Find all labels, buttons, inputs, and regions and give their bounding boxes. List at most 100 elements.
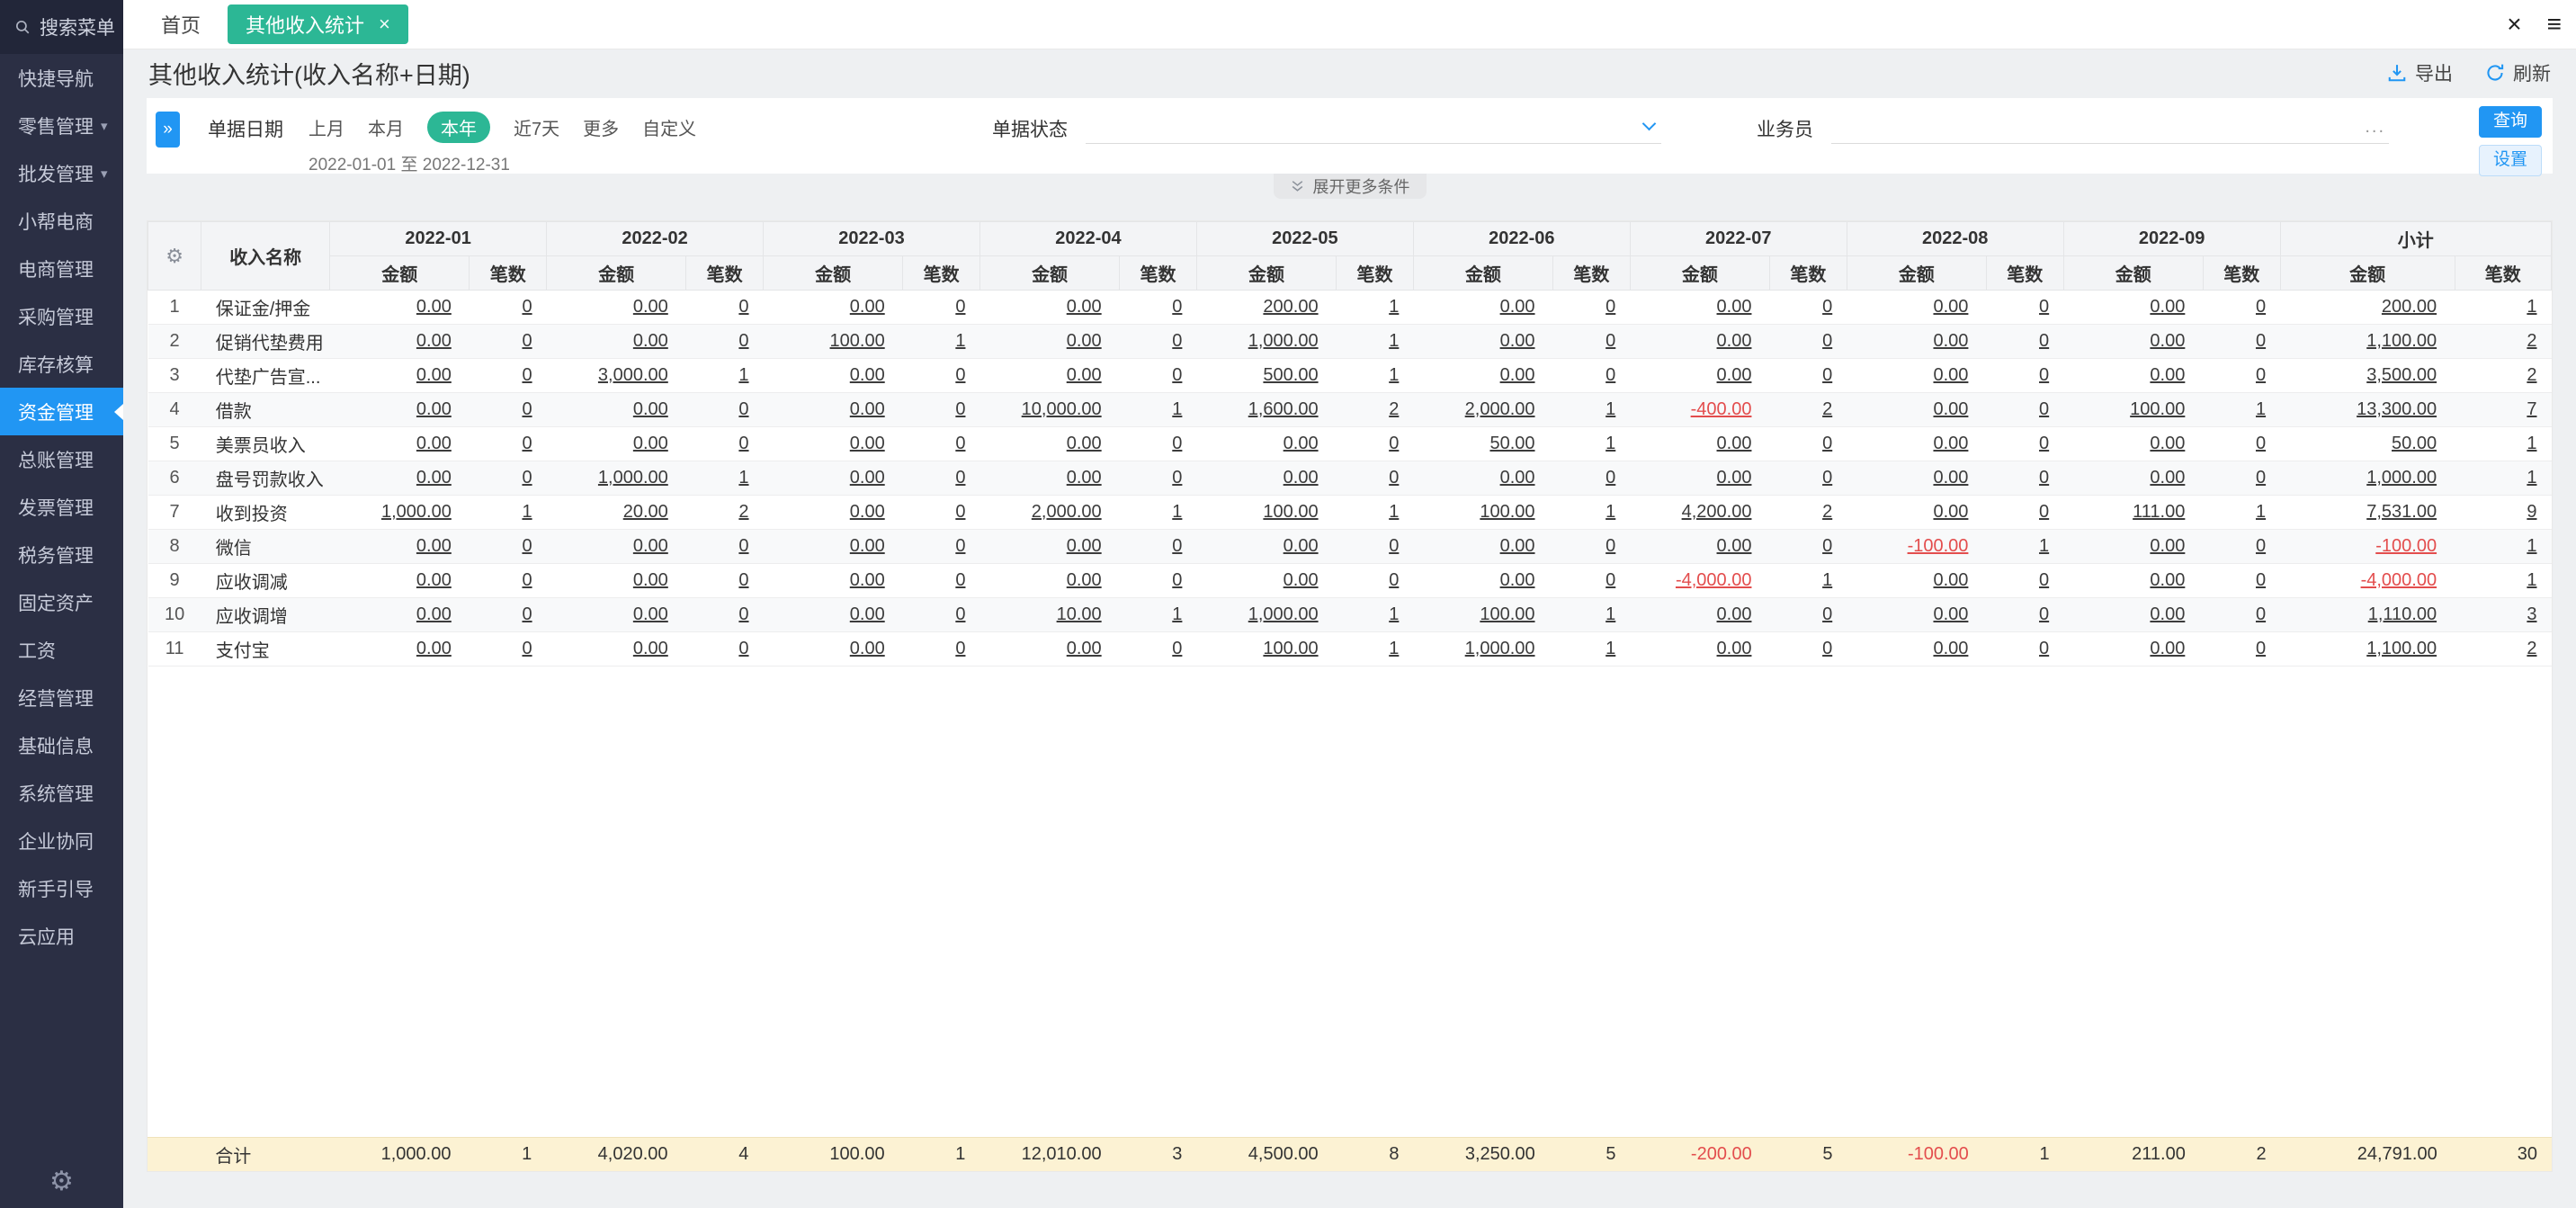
refresh-button[interactable]: 刷新 [2485,59,2551,86]
count-link[interactable]: 1 [2527,434,2537,453]
amount-link[interactable]: 0.00 [2150,604,2186,624]
count-link[interactable]: 0 [2039,434,2050,453]
amount-link[interactable]: 0.00 [849,399,885,419]
amount-link[interactable]: 0.00 [1933,604,1969,624]
count-link[interactable]: 0 [1606,297,1616,317]
count-link[interactable]: 0 [2255,604,2267,624]
count-link[interactable]: 1 [2527,570,2537,590]
amount-link[interactable]: -400.00 [1690,399,1752,419]
count-link[interactable]: 0 [2255,570,2267,590]
amount-link[interactable]: 0.00 [1933,502,1969,522]
amount-link[interactable]: 0.00 [849,502,885,522]
amount-link[interactable]: -4,000.00 [2360,570,2437,590]
amount-link[interactable]: 4,200.00 [1681,502,1752,522]
count-link[interactable]: 0 [522,536,532,556]
amount-link[interactable]: 7,531.00 [2366,502,2437,522]
amount-link[interactable]: 0.00 [1283,434,1319,453]
count-link[interactable]: 3 [2527,604,2537,624]
amount-link[interactable]: 1,000.00 [380,502,452,522]
amount-link[interactable]: 0.00 [1933,399,1969,419]
count-link[interactable]: 0 [2039,502,2050,522]
count-link[interactable]: 0 [522,570,532,590]
amount-link[interactable]: 1,000.00 [597,468,668,488]
count-link[interactable]: 0 [522,468,532,488]
amount-link[interactable]: 0.00 [1066,536,1102,556]
amount-link[interactable]: 0.00 [849,297,885,317]
amount-link[interactable]: 0.00 [849,639,885,658]
count-link[interactable]: 0 [1822,297,1833,317]
amount-link[interactable]: 0.00 [1716,468,1752,488]
count-link[interactable]: 0 [1822,434,1833,453]
amount-link[interactable]: 1,110.00 [2367,604,2437,624]
amount-link[interactable]: 0.00 [632,639,668,658]
count-link[interactable]: 0 [955,536,966,556]
count-link[interactable]: 1 [1389,604,1400,624]
amount-link[interactable]: 0.00 [1933,365,1969,385]
settings-gear-icon[interactable]: ⚙ [49,1167,74,1196]
amount-link[interactable]: 0.00 [1933,331,1969,351]
count-link[interactable]: 2 [738,502,749,522]
count-link[interactable]: 1 [522,502,532,522]
amount-link[interactable]: 0.00 [849,434,885,453]
amount-link[interactable]: 2,000.00 [1464,399,1535,419]
date-option-1[interactable]: 本月 [368,120,404,139]
amount-link[interactable]: 0.00 [2150,434,2186,453]
sidebar-item-13[interactable]: 经营管理 [18,688,94,710]
amount-link[interactable]: 1,000.00 [2366,468,2437,488]
count-link[interactable]: 0 [1822,536,1833,556]
count-link[interactable]: 0 [2255,434,2267,453]
count-link[interactable]: 0 [955,570,966,590]
amount-link[interactable]: 0.00 [1933,570,1969,590]
amount-link[interactable]: 0.00 [632,297,668,317]
count-link[interactable]: 1 [1389,331,1400,351]
amount-link[interactable]: 50.00 [2392,434,2437,453]
sidebar-item-11[interactable]: 固定资产 [18,593,94,614]
amount-link[interactable]: 0.00 [1716,639,1752,658]
sidebar-item-15[interactable]: 系统管理 [18,783,94,805]
count-link[interactable]: 1 [2255,502,2267,522]
count-link[interactable]: 0 [955,434,966,453]
count-link[interactable]: 0 [955,297,966,317]
amount-link[interactable]: 0.00 [849,468,885,488]
sidebar-item-0[interactable]: 快捷导航 [18,68,94,90]
close-all-tabs-icon[interactable]: × [2507,10,2522,38]
sidebar-item-7[interactable]: 资金管理 [0,388,123,435]
count-link[interactable]: 1 [1389,639,1400,658]
count-link[interactable]: 1 [1606,639,1616,658]
sidebar-item-1[interactable]: 零售管理 ▾ [18,116,108,138]
count-link[interactable]: 1 [2527,536,2537,556]
amount-link[interactable]: 0.00 [849,570,885,590]
salesman-input[interactable]: ... [1831,112,2389,144]
amount-link[interactable]: 0.00 [1283,570,1319,590]
amount-link[interactable]: 0.00 [1716,604,1752,624]
query-button[interactable]: 查询 [2478,106,2542,138]
count-link[interactable]: 0 [2039,297,2050,317]
amount-link[interactable]: 0.00 [1283,468,1319,488]
count-link[interactable]: 0 [522,331,532,351]
count-link[interactable]: 1 [1389,502,1400,522]
count-link[interactable]: 1 [1822,570,1833,590]
count-link[interactable]: 0 [2255,468,2267,488]
count-link[interactable]: 2 [1822,502,1833,522]
count-link[interactable]: 0 [522,604,532,624]
amount-link[interactable]: 2,000.00 [1031,502,1102,522]
amount-link[interactable]: 0.00 [1066,331,1102,351]
count-link[interactable]: 0 [738,297,749,317]
count-link[interactable]: 1 [1606,502,1616,522]
tab-list-menu-icon[interactable]: ≡ [2546,10,2562,38]
count-link[interactable]: 2 [2527,365,2537,385]
count-link[interactable]: 0 [955,468,966,488]
amount-link[interactable]: 0.00 [416,434,452,453]
amount-link[interactable]: -4,000.00 [1675,570,1752,590]
sidebar-item-9[interactable]: 发票管理 [18,497,94,519]
amount-link[interactable]: 100.00 [829,331,885,351]
count-link[interactable]: 0 [2039,570,2050,590]
count-link[interactable]: 9 [2527,502,2537,522]
settings-button[interactable]: 设置 [2478,144,2542,176]
amount-link[interactable]: 0.00 [2150,639,2186,658]
amount-link[interactable]: 0.00 [1066,468,1102,488]
sidebar-search[interactable]: 搜索菜单 [0,0,123,54]
count-link[interactable]: 0 [2255,331,2267,351]
count-link[interactable]: 0 [1389,434,1400,453]
amount-link[interactable]: 0.00 [1716,365,1752,385]
